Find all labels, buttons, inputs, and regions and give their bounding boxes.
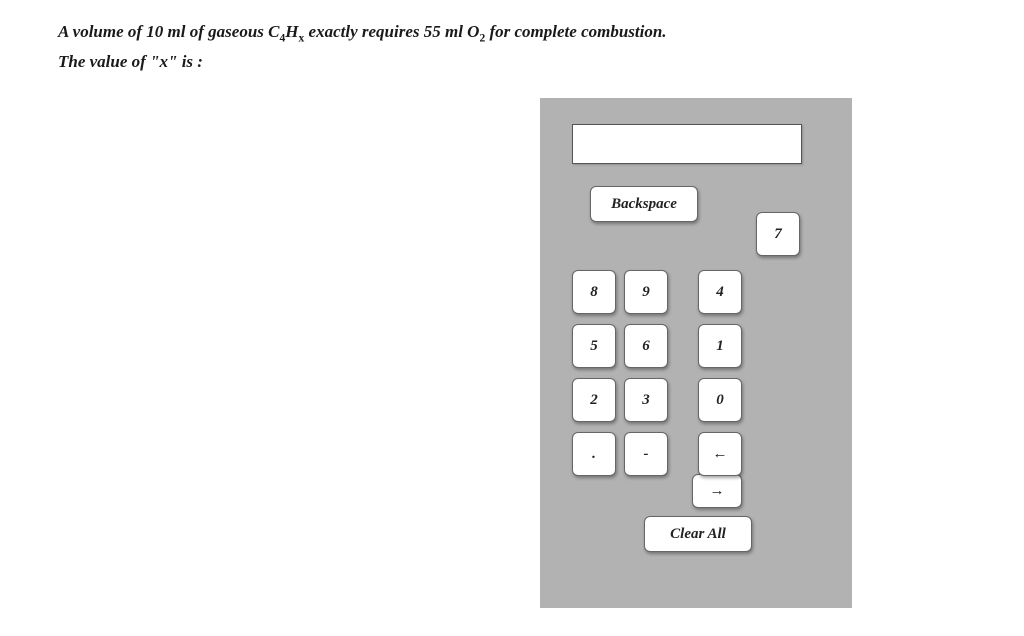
question-text-fragment: for complete combustion.	[485, 22, 666, 41]
key-5[interactable]: 5	[572, 324, 616, 368]
key-8[interactable]: 8	[572, 270, 616, 314]
key-2[interactable]: 2	[572, 378, 616, 422]
question-line-1: A volume of 10 ml of gaseous C4Hx exactl…	[58, 18, 984, 48]
backspace-button[interactable]: Backspace	[590, 186, 698, 222]
key-0[interactable]: 0	[698, 378, 742, 422]
key-7[interactable]: 7	[756, 212, 800, 256]
key-1[interactable]: 1	[698, 324, 742, 368]
key-6[interactable]: 6	[624, 324, 668, 368]
clear-all-button[interactable]: Clear All	[644, 516, 752, 552]
question-line-2: The value of "x" is :	[58, 48, 984, 77]
key-3[interactable]: 3	[624, 378, 668, 422]
key-9[interactable]: 9	[624, 270, 668, 314]
question-area: A volume of 10 ml of gaseous C4Hx exactl…	[58, 18, 984, 77]
question-text-fragment: H	[285, 22, 298, 41]
key-minus[interactable]: -	[624, 432, 668, 476]
question-text-fragment: A volume of 10 ml of gaseous C	[58, 22, 279, 41]
key-arrow-left[interactable]: ←	[698, 432, 742, 476]
answer-display[interactable]	[572, 124, 802, 164]
key-dot[interactable]: .	[572, 432, 616, 476]
key-4[interactable]: 4	[698, 270, 742, 314]
keypad-panel: Backspace 7 8 9 5 6 2 3 . - 4 1	[540, 98, 852, 608]
question-text-fragment: exactly requires 55 ml O	[304, 22, 479, 41]
key-arrow-right[interactable]: →	[692, 474, 742, 508]
